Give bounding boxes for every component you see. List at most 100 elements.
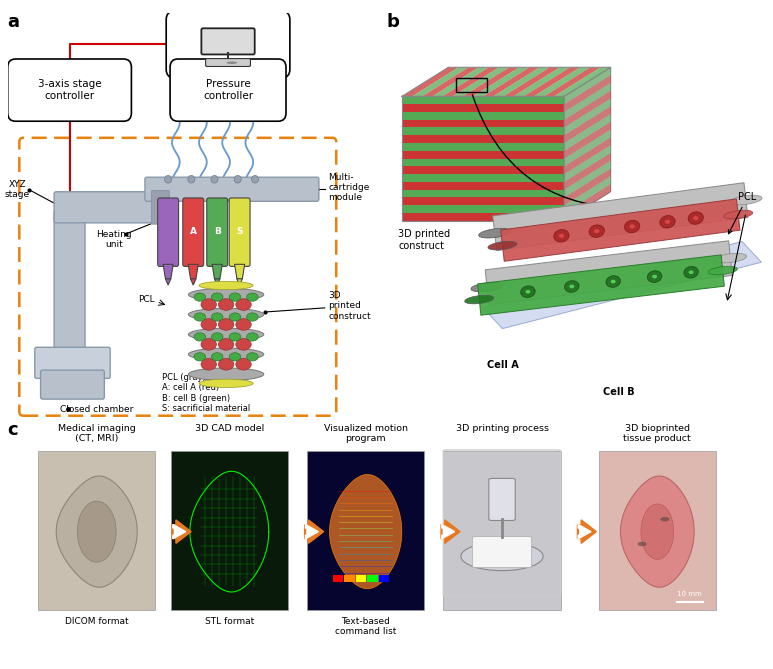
Ellipse shape: [218, 299, 234, 310]
Text: 3D bioprinted
tissue product: 3D bioprinted tissue product: [624, 424, 691, 444]
FancyArrow shape: [441, 520, 460, 543]
Polygon shape: [621, 476, 694, 587]
Polygon shape: [215, 279, 220, 285]
Bar: [379, 575, 390, 582]
Text: 3D printed
construct: 3D printed construct: [398, 229, 450, 251]
Text: Cell B: Cell B: [603, 387, 634, 397]
Ellipse shape: [461, 542, 543, 571]
Polygon shape: [730, 195, 762, 205]
Polygon shape: [564, 68, 611, 221]
FancyArrow shape: [305, 520, 324, 543]
Polygon shape: [641, 504, 674, 559]
Polygon shape: [473, 68, 530, 96]
Text: B: B: [214, 227, 220, 235]
Polygon shape: [402, 159, 564, 167]
Polygon shape: [488, 242, 517, 250]
Ellipse shape: [611, 280, 616, 284]
Polygon shape: [77, 501, 116, 562]
Ellipse shape: [594, 229, 600, 233]
Ellipse shape: [194, 332, 206, 341]
Polygon shape: [564, 106, 611, 143]
Text: Visualized motion
program: Visualized motion program: [324, 424, 407, 444]
Polygon shape: [513, 68, 570, 96]
Polygon shape: [501, 199, 740, 262]
FancyBboxPatch shape: [201, 28, 254, 54]
Ellipse shape: [218, 339, 234, 350]
FancyBboxPatch shape: [489, 478, 516, 520]
Polygon shape: [402, 135, 564, 143]
Polygon shape: [714, 254, 747, 263]
Ellipse shape: [564, 280, 579, 292]
FancyBboxPatch shape: [54, 210, 85, 381]
Text: S: S: [237, 227, 243, 235]
Ellipse shape: [234, 175, 241, 183]
FancyArrow shape: [173, 524, 186, 539]
Polygon shape: [708, 266, 737, 275]
Polygon shape: [485, 241, 732, 304]
Ellipse shape: [230, 293, 241, 301]
FancyBboxPatch shape: [182, 198, 204, 266]
Polygon shape: [402, 190, 564, 197]
Ellipse shape: [189, 328, 264, 341]
Text: Text-based
command list: Text-based command list: [335, 617, 397, 636]
FancyBboxPatch shape: [145, 177, 319, 201]
Polygon shape: [564, 68, 611, 104]
FancyBboxPatch shape: [598, 451, 716, 609]
FancyBboxPatch shape: [170, 59, 286, 121]
Polygon shape: [165, 279, 171, 285]
Polygon shape: [402, 128, 564, 135]
Text: Medical imaging
(CT, MRI): Medical imaging (CT, MRI): [58, 424, 135, 444]
Polygon shape: [465, 295, 494, 304]
Ellipse shape: [199, 282, 254, 290]
Ellipse shape: [194, 293, 206, 301]
Ellipse shape: [589, 225, 604, 237]
Ellipse shape: [189, 368, 264, 381]
Ellipse shape: [201, 339, 216, 350]
Text: STL format: STL format: [205, 617, 254, 626]
Bar: [367, 575, 378, 582]
Ellipse shape: [188, 175, 195, 183]
Text: PCL: PCL: [138, 295, 155, 304]
Ellipse shape: [638, 542, 647, 546]
Ellipse shape: [236, 359, 251, 370]
Polygon shape: [492, 183, 748, 250]
Polygon shape: [564, 184, 611, 221]
Polygon shape: [189, 264, 198, 279]
Ellipse shape: [211, 293, 223, 301]
Polygon shape: [422, 68, 478, 96]
Text: Multi-
cartridge
module: Multi- cartridge module: [329, 173, 370, 203]
FancyBboxPatch shape: [229, 198, 250, 266]
Polygon shape: [564, 122, 611, 159]
Text: Main
computer: Main computer: [203, 33, 254, 56]
FancyArrow shape: [577, 520, 596, 543]
Polygon shape: [235, 264, 244, 279]
Polygon shape: [402, 104, 564, 112]
Ellipse shape: [189, 308, 264, 320]
FancyBboxPatch shape: [40, 370, 104, 399]
Ellipse shape: [165, 175, 172, 183]
Ellipse shape: [665, 219, 670, 224]
Ellipse shape: [688, 212, 703, 224]
Polygon shape: [564, 153, 611, 190]
Polygon shape: [483, 242, 761, 328]
Bar: [402, 96, 564, 221]
Ellipse shape: [189, 348, 264, 361]
Text: PCL: PCL: [728, 192, 757, 233]
Text: Cell A: Cell A: [486, 360, 519, 370]
Ellipse shape: [194, 313, 206, 321]
Polygon shape: [524, 68, 581, 96]
Text: 3D printing process: 3D printing process: [455, 424, 549, 433]
Bar: [344, 575, 355, 582]
Polygon shape: [402, 143, 564, 151]
FancyBboxPatch shape: [206, 59, 250, 66]
Ellipse shape: [569, 284, 574, 288]
Ellipse shape: [693, 216, 699, 220]
Polygon shape: [453, 68, 509, 96]
Ellipse shape: [647, 271, 662, 282]
Polygon shape: [402, 213, 564, 221]
Ellipse shape: [559, 233, 564, 238]
Ellipse shape: [236, 318, 251, 330]
Ellipse shape: [211, 332, 223, 341]
Ellipse shape: [247, 353, 258, 361]
Ellipse shape: [211, 313, 223, 321]
